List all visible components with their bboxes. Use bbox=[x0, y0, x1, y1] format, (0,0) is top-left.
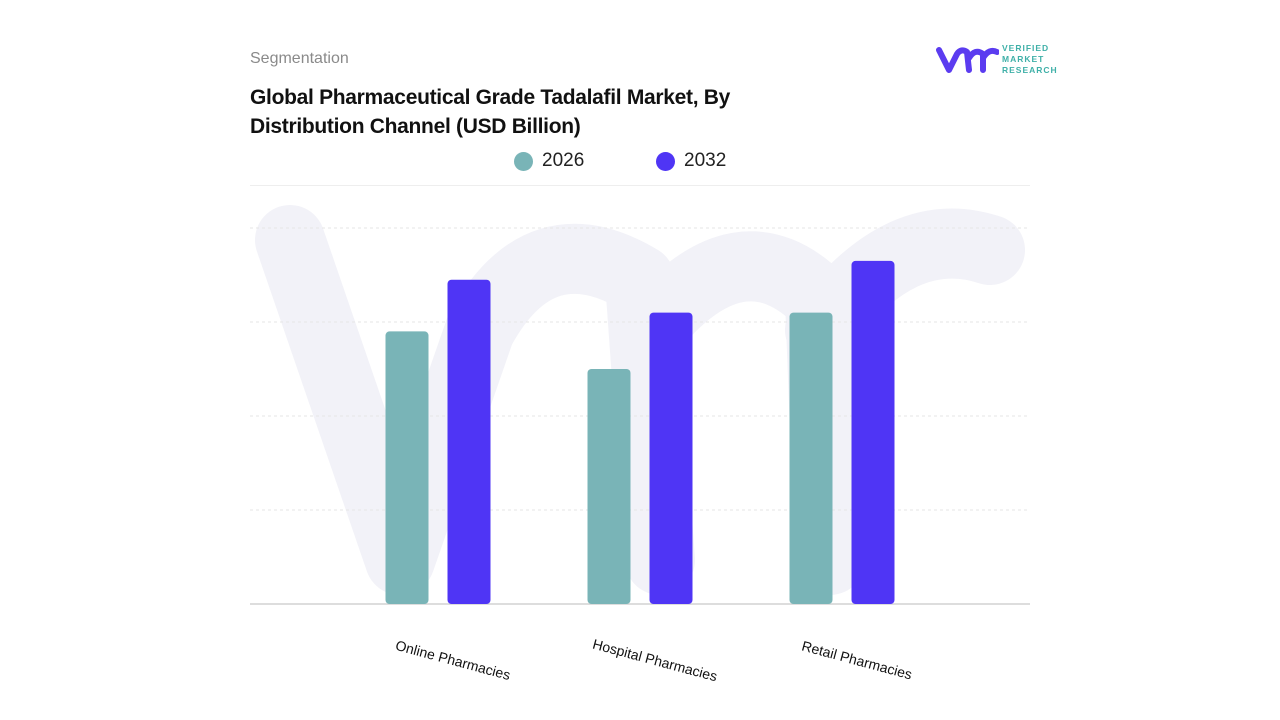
legend-label: 2032 bbox=[684, 150, 727, 171]
legend-swatch-2026 bbox=[514, 151, 533, 171]
x-tick-label: Hospital Pharmacies bbox=[591, 636, 719, 685]
bar-2032-hospital-pharmacies bbox=[649, 312, 693, 604]
legend-item-2032: 2032 bbox=[656, 150, 726, 172]
legend-item-2026: 2026 bbox=[514, 150, 584, 172]
x-tick-label: Retail Pharmacies bbox=[800, 638, 914, 683]
legend-swatch-2032 bbox=[656, 151, 675, 171]
bar-2026-hospital-pharmacies bbox=[587, 369, 631, 604]
divider bbox=[250, 185, 1030, 186]
section-label: Segmentation bbox=[250, 50, 349, 67]
vmr-logo-icon bbox=[936, 47, 999, 73]
bar-2026-retail-pharmacies bbox=[789, 312, 833, 604]
bar-2032-online-pharmacies bbox=[447, 279, 491, 604]
x-tick-label: Online Pharmacies bbox=[394, 637, 512, 683]
bar-2032-retail-pharmacies bbox=[851, 260, 895, 604]
chart-title: Global Pharmaceutical Grade Tadalafil Ma… bbox=[250, 86, 731, 138]
logo-text: VERIFIED MARKET RESEARCH bbox=[1002, 43, 1058, 75]
bar-2026-online-pharmacies bbox=[385, 331, 429, 604]
legend-label: 2026 bbox=[542, 150, 585, 171]
